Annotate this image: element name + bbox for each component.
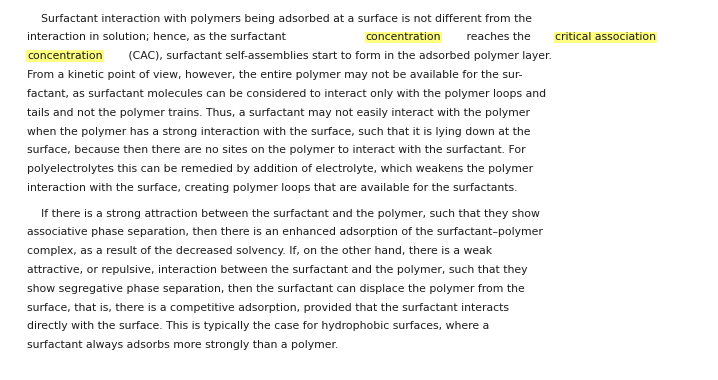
Text: If there is a strong attraction between the surfactant and the polymer, such tha: If there is a strong attraction between … <box>27 209 540 218</box>
Text: (CAC), surfactant self-assemblies start to form in the adsorbed polymer layer.: (CAC), surfactant self-assemblies start … <box>125 51 551 61</box>
Text: show segregative phase separation, then the surfactant can displace the polymer : show segregative phase separation, then … <box>27 284 525 294</box>
Text: From a kinetic point of view, however, the entire polymer may not be available f: From a kinetic point of view, however, t… <box>27 70 523 80</box>
Text: surfactant always adsorbs more strongly than a polymer.: surfactant always adsorbs more strongly … <box>27 340 339 350</box>
Text: interaction in solution; hence, as the surfactant: interaction in solution; hence, as the s… <box>27 33 289 43</box>
Text: interaction with the surface, creating polymer loops that are available for the : interaction with the surface, creating p… <box>27 183 518 193</box>
Text: tails and not the polymer trains. Thus, a surfactant may not easily interact wit: tails and not the polymer trains. Thus, … <box>27 108 531 118</box>
Text: directly with the surface. This is typically the case for hydrophobic surfaces, : directly with the surface. This is typic… <box>27 321 490 331</box>
Text: polyelectrolytes this can be remedied by addition of electrolyte, which weakens : polyelectrolytes this can be remedied by… <box>27 164 533 174</box>
Text: Surfactant interaction with polymers being adsorbed at a surface is not differen: Surfactant interaction with polymers bei… <box>27 14 532 24</box>
Text: concentration: concentration <box>27 51 103 61</box>
Text: critical association: critical association <box>555 33 656 43</box>
Text: when the polymer has a strong interaction with the surface, such that it is lyin: when the polymer has a strong interactio… <box>27 127 531 136</box>
Text: surface, that is, there is a competitive adsorption, provided that the surfactan: surface, that is, there is a competitive… <box>27 302 509 313</box>
Text: surface, because then there are no sites on the polymer to interact with the sur: surface, because then there are no sites… <box>27 145 526 155</box>
Text: complex, as a result of the decreased solvency. If, on the other hand, there is : complex, as a result of the decreased so… <box>27 246 493 256</box>
Text: concentration: concentration <box>366 33 442 43</box>
Text: factant, as surfactant molecules can be considered to interact only with the pol: factant, as surfactant molecules can be … <box>27 89 546 99</box>
Text: attractive, or repulsive, interaction between the surfactant and the polymer, su: attractive, or repulsive, interaction be… <box>27 265 528 275</box>
Text: associative phase separation, then there is an enhanced adsorption of the surfac: associative phase separation, then there… <box>27 227 543 238</box>
Text: reaches the: reaches the <box>463 33 534 43</box>
